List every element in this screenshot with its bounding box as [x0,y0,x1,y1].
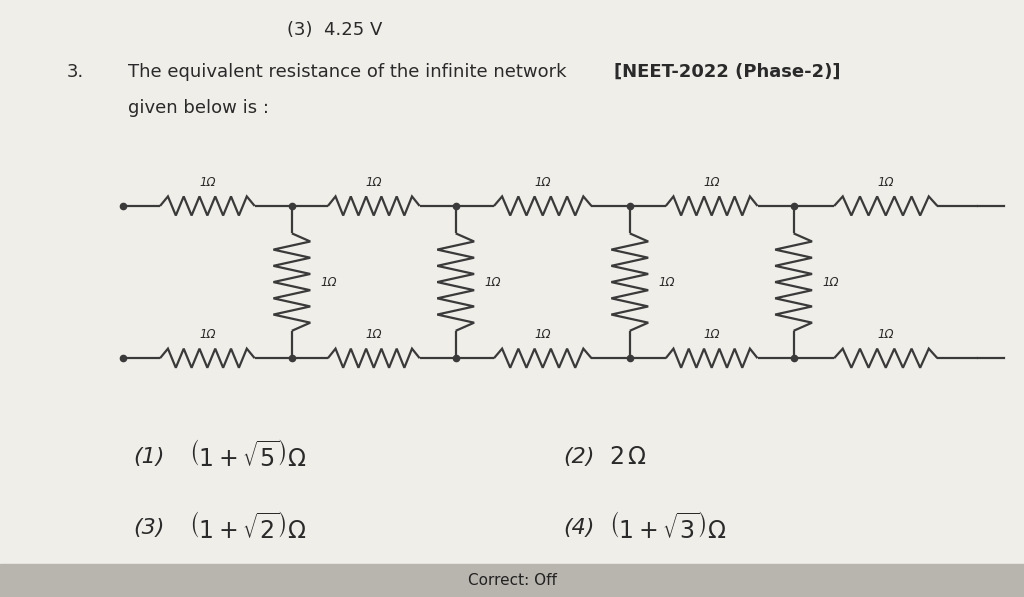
Text: 1Ω: 1Ω [535,328,551,341]
Text: Correct: Off: Correct: Off [468,573,556,588]
Text: 1Ω: 1Ω [199,176,216,189]
Text: 1Ω: 1Ω [484,276,501,288]
Text: 3.: 3. [67,63,84,81]
Text: given below is :: given below is : [128,99,269,116]
Text: 1Ω: 1Ω [703,328,720,341]
Text: $\left(1+\sqrt{5}\right)\Omega$: $\left(1+\sqrt{5}\right)\Omega$ [189,441,307,472]
Text: $\left(1+\sqrt{2}\right)\Omega$: $\left(1+\sqrt{2}\right)\Omega$ [189,513,307,544]
Text: (1): (1) [133,447,165,467]
Text: 1Ω: 1Ω [822,276,839,288]
Text: 1Ω: 1Ω [366,176,382,189]
Text: 1Ω: 1Ω [199,328,216,341]
Text: 1Ω: 1Ω [366,328,382,341]
Text: $\left(1+\sqrt{3}\right)\Omega$: $\left(1+\sqrt{3}\right)\Omega$ [609,513,727,544]
Text: 1Ω: 1Ω [703,176,720,189]
Text: (4): (4) [563,518,595,538]
Text: [NEET-2022 (Phase-2)]: [NEET-2022 (Phase-2)] [614,63,841,81]
Text: 1Ω: 1Ω [321,276,337,288]
Text: The equivalent resistance of the infinite network: The equivalent resistance of the infinit… [128,63,566,81]
Text: (3)  4.25 V: (3) 4.25 V [287,21,382,39]
Text: 1Ω: 1Ω [535,176,551,189]
Bar [0,564,1024,597]
Text: 1Ω: 1Ω [658,276,675,288]
Text: 1Ω: 1Ω [878,328,894,341]
Text: 1Ω: 1Ω [878,176,894,189]
Text: (2): (2) [563,447,595,467]
Text: $2\,\Omega$: $2\,\Omega$ [609,445,647,469]
Text: (3): (3) [133,518,165,538]
